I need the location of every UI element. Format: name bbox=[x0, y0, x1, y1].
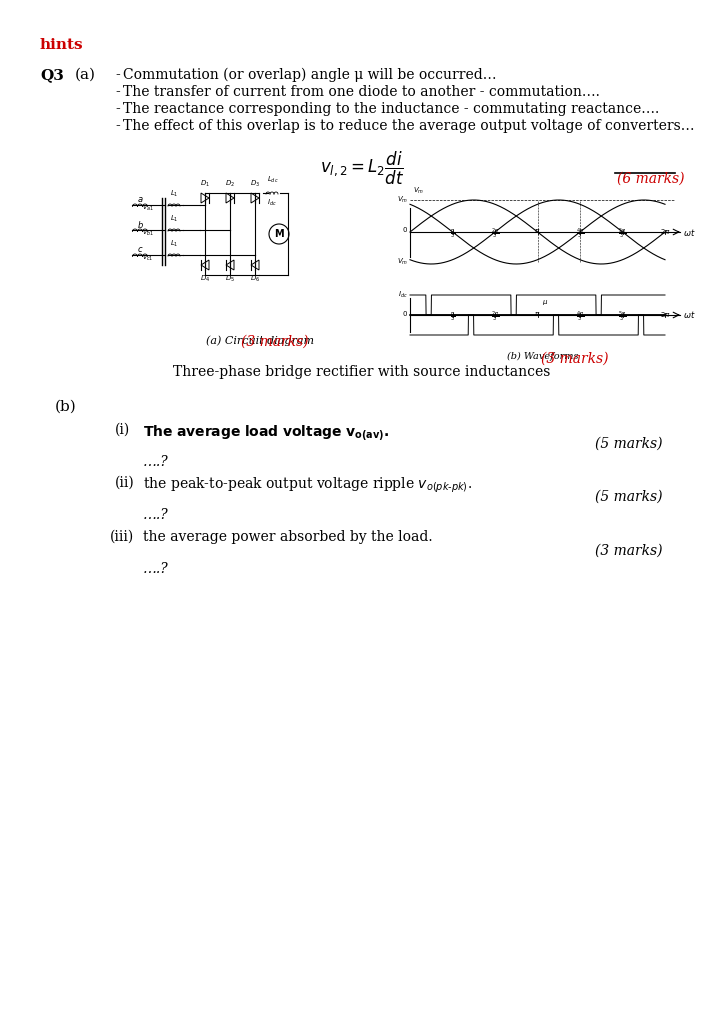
Text: (5 marks): (5 marks) bbox=[595, 437, 662, 451]
Text: The reactance corresponding to the inductance - commutating reactance….: The reactance corresponding to the induc… bbox=[123, 102, 660, 116]
Text: $\frac{4\pi}{3}$: $\frac{4\pi}{3}$ bbox=[576, 310, 584, 325]
Text: $\frac{5\pi}{3}$: $\frac{5\pi}{3}$ bbox=[618, 227, 626, 242]
Text: The transfer of current from one diode to another - commutation….: The transfer of current from one diode t… bbox=[123, 85, 600, 99]
Text: $\frac{\pi}{3}$: $\frac{\pi}{3}$ bbox=[450, 227, 455, 240]
Text: (b) Waveforms: (b) Waveforms bbox=[507, 352, 578, 361]
Text: (a) Circuit diagram: (a) Circuit diagram bbox=[206, 335, 314, 345]
Text: hints: hints bbox=[40, 38, 84, 52]
Text: $D_4$: $D_4$ bbox=[200, 274, 210, 285]
Text: the average power absorbed by the load.: the average power absorbed by the load. bbox=[143, 530, 433, 544]
Text: $v_{l,2} = L_2\dfrac{di}{dt}$: $v_{l,2} = L_2\dfrac{di}{dt}$ bbox=[320, 150, 404, 187]
Text: The effect of this overlap is to reduce the average output voltage of converters: The effect of this overlap is to reduce … bbox=[123, 119, 694, 133]
Text: $\pi$: $\pi$ bbox=[534, 227, 541, 234]
Text: $v_{a1}$: $v_{a1}$ bbox=[142, 204, 154, 213]
Text: ….?: ….? bbox=[143, 508, 169, 522]
Text: (6 marks): (6 marks) bbox=[617, 172, 684, 186]
Text: -: - bbox=[115, 68, 119, 82]
Text: Q3: Q3 bbox=[40, 68, 64, 82]
Text: ….?: ….? bbox=[143, 562, 169, 575]
Text: $\frac{\pi}{3}$: $\frac{\pi}{3}$ bbox=[450, 310, 455, 323]
Text: ….?: ….? bbox=[143, 455, 169, 469]
Text: $\frac{2\pi}{3}$: $\frac{2\pi}{3}$ bbox=[491, 310, 499, 325]
Text: $D_2$: $D_2$ bbox=[225, 179, 235, 189]
Text: $v_{c1}$: $v_{c1}$ bbox=[143, 253, 153, 262]
Text: $0$: $0$ bbox=[402, 224, 408, 233]
Text: -: - bbox=[115, 102, 119, 116]
Text: $\mathbf{The\ average\ load\ voltage\ }$$\mathbf{v_{o(av)}}$$\mathbf{.}$: $\mathbf{The\ average\ load\ voltage\ }$… bbox=[143, 423, 390, 443]
Text: $I_{dc}$: $I_{dc}$ bbox=[267, 198, 277, 208]
Text: (b): (b) bbox=[55, 400, 77, 414]
Text: (5 marks): (5 marks) bbox=[595, 490, 662, 504]
Text: (i): (i) bbox=[115, 423, 130, 437]
Text: $v_{b1}$: $v_{b1}$ bbox=[142, 228, 154, 238]
Text: (iii): (iii) bbox=[110, 530, 134, 544]
Text: (3 marks): (3 marks) bbox=[595, 544, 662, 558]
Text: $V_m$: $V_m$ bbox=[397, 195, 408, 205]
Text: $V_m$: $V_m$ bbox=[413, 185, 424, 196]
Text: $\frac{5\pi}{3}$: $\frac{5\pi}{3}$ bbox=[618, 310, 626, 325]
Text: (ii): (ii) bbox=[115, 476, 135, 490]
Text: $\frac{4\pi}{3}$: $\frac{4\pi}{3}$ bbox=[576, 227, 584, 242]
Text: $D_1$: $D_1$ bbox=[200, 179, 210, 189]
Text: Three-phase bridge rectifier with source inductances: Three-phase bridge rectifier with source… bbox=[173, 365, 551, 379]
Text: $I_{dc}$: $I_{dc}$ bbox=[398, 290, 408, 300]
Text: $D_6$: $D_6$ bbox=[250, 274, 260, 285]
Text: $\frac{2\pi}{3}$: $\frac{2\pi}{3}$ bbox=[491, 227, 499, 242]
Text: $\pi$: $\pi$ bbox=[534, 310, 541, 318]
Text: $L_{dc}$: $L_{dc}$ bbox=[267, 175, 279, 185]
Text: $V_m$: $V_m$ bbox=[397, 257, 408, 267]
Text: $L_1$: $L_1$ bbox=[169, 214, 178, 224]
Text: $\mu$: $\mu$ bbox=[542, 298, 549, 307]
Text: $c$: $c$ bbox=[137, 246, 143, 255]
Text: (a): (a) bbox=[75, 68, 96, 82]
Text: the peak-to-peak output voltage ripple $v_{o(pk\text{-}pk)}$.: the peak-to-peak output voltage ripple $… bbox=[143, 476, 472, 496]
Text: $2\pi$: $2\pi$ bbox=[660, 227, 670, 236]
Text: $a$: $a$ bbox=[137, 196, 143, 205]
Text: $L_1$: $L_1$ bbox=[169, 239, 178, 249]
Text: (3 marks): (3 marks) bbox=[542, 352, 609, 366]
Text: $D_5$: $D_5$ bbox=[225, 274, 235, 285]
Text: $L_1$: $L_1$ bbox=[169, 188, 178, 199]
Text: M: M bbox=[274, 229, 284, 239]
Text: $b$: $b$ bbox=[137, 219, 143, 230]
Text: -: - bbox=[115, 85, 119, 99]
Text: -: - bbox=[115, 119, 119, 133]
Text: $\omega t$: $\omega t$ bbox=[683, 309, 696, 321]
Text: $D_3$: $D_3$ bbox=[250, 179, 260, 189]
Text: (3 marks): (3 marks) bbox=[241, 335, 308, 349]
Text: $2\pi$: $2\pi$ bbox=[660, 310, 670, 319]
Text: $\omega t$: $\omega t$ bbox=[683, 226, 696, 238]
Text: Commutation (or overlap) angle μ will be occurred…: Commutation (or overlap) angle μ will be… bbox=[123, 68, 497, 82]
Text: $0$: $0$ bbox=[402, 308, 408, 317]
